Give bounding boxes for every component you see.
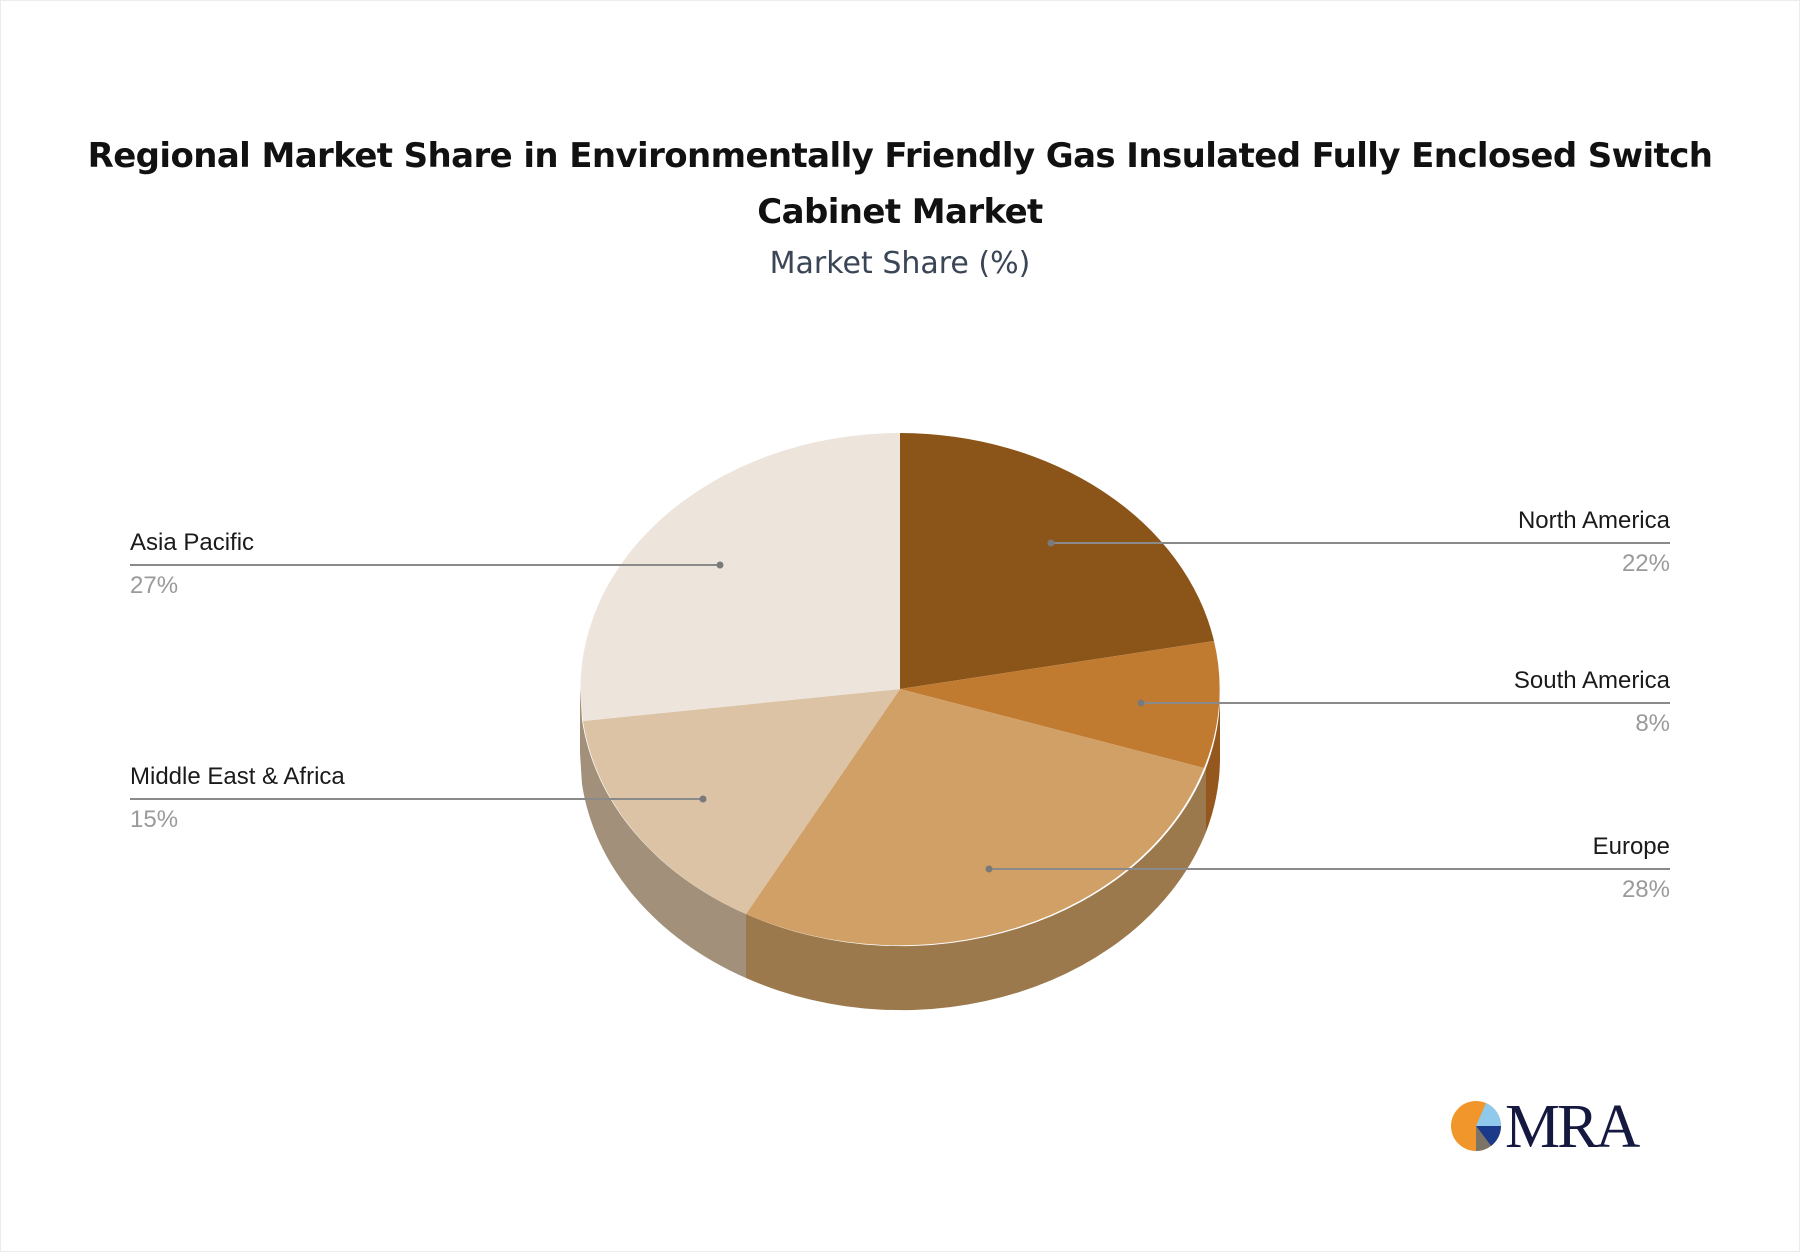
pie-side-left-edge (580, 689, 582, 784)
leader-dot-middle-east-africa (699, 795, 707, 803)
label-asia-pacific: Asia Pacific (130, 529, 255, 556)
pie-side-europe (746, 768, 1206, 1011)
value-middle-east-africa: 15% (130, 806, 179, 833)
value-south-america: 8% (1635, 710, 1670, 737)
label-north-america: North America (1517, 507, 1670, 534)
leader-dot-north-america (1047, 539, 1055, 547)
chart-title-line2: Cabinet Market (757, 192, 1043, 232)
leader-dot-asia-pacific (716, 561, 724, 569)
value-north-america: 22% (1621, 550, 1670, 577)
pie-side-south-america (1206, 689, 1221, 832)
pie-slice-europe[interactable] (746, 689, 1204, 946)
pie-slice-middle-east-africa[interactable] (583, 689, 900, 914)
label-middle-east-africa: Middle East & Africa (130, 763, 345, 790)
pie-slice-north-america[interactable] (900, 433, 1214, 689)
chart-subtitle: Market Share (%) (769, 246, 1031, 281)
value-europe: 28% (1621, 876, 1670, 903)
logo-pie-icon (1451, 1101, 1502, 1151)
label-south-america: South America (1513, 667, 1670, 694)
mra-logo: MRA (1450, 1093, 1650, 1161)
pie-slice-asia-pacific[interactable] (580, 433, 900, 721)
label-europe: Europe (1592, 833, 1670, 860)
pie-side-mea (582, 720, 746, 978)
chart-title-line1: Regional Market Share in Environmentally… (87, 136, 1713, 176)
pie-slice-south-america[interactable] (900, 641, 1220, 768)
logo-text: MRA (1505, 1093, 1640, 1161)
leader-dot-south-america (1137, 699, 1145, 707)
leader-dot-europe (985, 865, 993, 873)
value-asia-pacific: 27% (130, 572, 179, 599)
